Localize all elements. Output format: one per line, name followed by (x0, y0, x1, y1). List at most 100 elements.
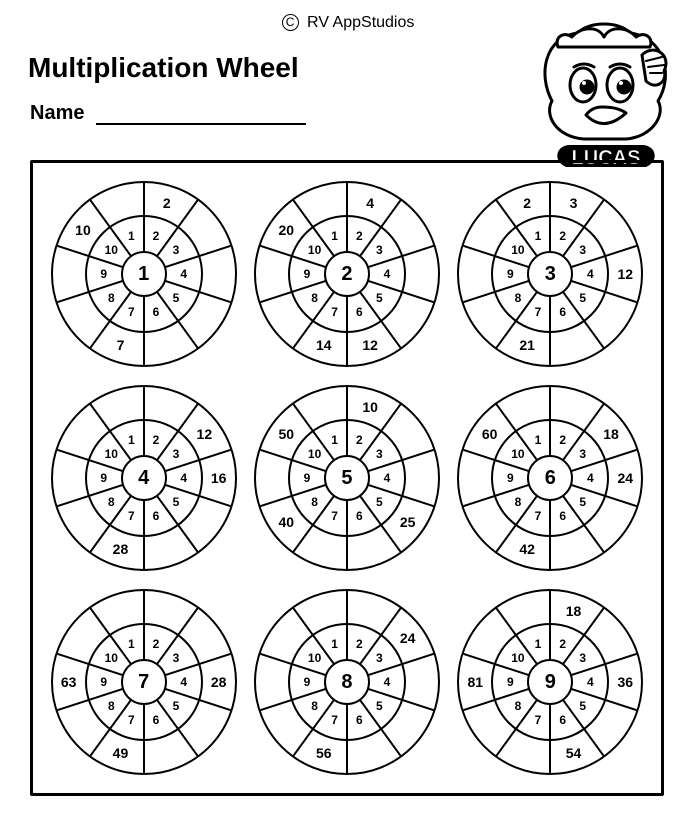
wheel-inner-number: 4 (587, 268, 594, 280)
wheel-inner-number: 3 (579, 448, 586, 460)
copyright-icon: C (282, 14, 299, 31)
wheel-inner-number: 2 (153, 638, 160, 650)
wheel-inner-number: 9 (100, 676, 107, 688)
wheel-inner-number: 5 (376, 700, 383, 712)
name-label: Name (30, 102, 84, 124)
wheel-inner-number: 4 (384, 472, 391, 484)
wheel-inner-number: 1 (535, 434, 542, 446)
wheel-inner-number: 3 (173, 244, 180, 256)
wheel-center-number: 5 (341, 468, 352, 488)
wheel-inner-number: 4 (180, 676, 187, 688)
wheel-inner-number: 3 (376, 448, 383, 460)
wheel-outer-answer: 36 (618, 675, 634, 689)
wheel-cell: 323341256721891012 (454, 177, 647, 371)
wheel-inner-number: 6 (356, 510, 363, 522)
wheel-outer-answer: 4 (366, 196, 374, 210)
wheel-inner-number: 4 (384, 268, 391, 280)
name-blank-line[interactable] (96, 111, 306, 125)
wheel-inner-number: 6 (153, 714, 160, 726)
wheel-inner-number: 7 (331, 714, 338, 726)
wheel-inner-number: 10 (511, 652, 524, 664)
multiplication-wheel: 723428567498963101 (49, 587, 239, 777)
wheel-outer-answer: 2 (163, 196, 171, 210)
wheel-inner-number: 8 (311, 496, 318, 508)
wheel-center-number: 7 (138, 672, 149, 692)
wheel-center-number: 9 (545, 672, 556, 692)
wheel-outer-answer: 18 (603, 427, 619, 441)
wheel-inner-number: 6 (559, 714, 566, 726)
wheel-cell: 1223456778910101 (47, 177, 240, 371)
wheel-inner-number: 1 (535, 638, 542, 650)
wheel-outer-answer: 24 (400, 631, 416, 645)
wheel-outer-answer: 12 (618, 267, 634, 281)
multiplication-wheel: 423124165672889101 (49, 383, 239, 573)
wheel-inner-number: 9 (507, 676, 514, 688)
wheel-outer-answer: 16 (211, 471, 227, 485)
wheel-inner-number: 5 (579, 496, 586, 508)
wheel-cell: 2243456127148910201 (250, 177, 443, 371)
wheel-inner-number: 3 (579, 244, 586, 256)
wheel-outer-answer: 12 (362, 338, 378, 352)
wheel-cell: 723428567498963101 (47, 585, 240, 779)
wheel-outer-answer: 49 (113, 746, 129, 760)
multiplication-wheel: 62318424567428910601 (455, 383, 645, 573)
wheel-outer-answer: 21 (519, 338, 535, 352)
wheel-inner-number: 3 (579, 652, 586, 664)
wheel-inner-number: 1 (331, 434, 338, 446)
wheel-inner-number: 8 (108, 496, 115, 508)
wheel-outer-answer: 28 (113, 542, 129, 556)
wheel-outer-answer: 20 (279, 223, 295, 237)
wheel-outer-answer: 10 (362, 400, 378, 414)
wheel-inner-number: 9 (304, 472, 311, 484)
wheel-inner-number: 2 (559, 638, 566, 650)
wheel-inner-number: 10 (105, 244, 118, 256)
wheel-inner-number: 6 (559, 306, 566, 318)
worksheet-frame: 1223456778910101224345612714891020132334… (30, 160, 664, 796)
wheel-inner-number: 2 (559, 434, 566, 446)
wheel-inner-number: 1 (128, 230, 135, 242)
copyright-text: RV AppStudios (307, 14, 414, 31)
wheel-inner-number: 3 (376, 244, 383, 256)
mascot-lucas: LUCAS (534, 15, 674, 175)
wheel-outer-answer: 24 (618, 471, 634, 485)
wheel-inner-number: 2 (356, 434, 363, 446)
wheel-inner-number: 10 (105, 448, 118, 460)
wheel-inner-number: 9 (100, 472, 107, 484)
wheel-inner-number: 9 (100, 268, 107, 280)
wheel-inner-number: 5 (173, 496, 180, 508)
wheel-inner-number: 4 (384, 676, 391, 688)
wheel-inner-number: 2 (356, 230, 363, 242)
wheel-inner-number: 2 (153, 434, 160, 446)
multiplication-wheel: 52103452567840910501 (252, 383, 442, 573)
wheel-cell: 8232445675689101 (250, 585, 443, 779)
wheel-outer-answer: 28 (211, 675, 227, 689)
wheel-cell: 52103452567840910501 (250, 381, 443, 575)
wheel-inner-number: 1 (331, 230, 338, 242)
wheel-outer-answer: 40 (279, 515, 295, 529)
multiplication-wheel: 323341256721891012 (455, 179, 645, 369)
wheel-inner-number: 7 (535, 306, 542, 318)
wheel-inner-number: 8 (515, 292, 522, 304)
wheel-inner-number: 2 (559, 230, 566, 242)
wheel-outer-answer: 60 (482, 427, 498, 441)
wheel-inner-number: 6 (153, 510, 160, 522)
wheel-inner-number: 5 (173, 292, 180, 304)
wheel-inner-number: 5 (376, 292, 383, 304)
wheel-inner-number: 6 (356, 714, 363, 726)
wheel-inner-number: 5 (579, 700, 586, 712)
wheel-inner-number: 10 (511, 448, 524, 460)
wheel-inner-number: 5 (579, 292, 586, 304)
name-field-row: Name (30, 102, 306, 125)
wheel-outer-answer: 63 (61, 675, 77, 689)
wheel-outer-answer: 42 (519, 542, 535, 556)
wheel-cell: 423124165672889101 (47, 381, 240, 575)
wheel-inner-number: 9 (507, 268, 514, 280)
wheel-inner-number: 4 (180, 268, 187, 280)
multiplication-wheel: 1223456778910101 (49, 179, 239, 369)
wheel-inner-number: 9 (304, 268, 311, 280)
wheel-inner-number: 8 (515, 700, 522, 712)
wheel-inner-number: 3 (173, 652, 180, 664)
wheel-inner-number: 7 (535, 510, 542, 522)
wheel-outer-answer: 3 (570, 196, 578, 210)
wheel-cell: 92183436565478981101 (454, 585, 647, 779)
